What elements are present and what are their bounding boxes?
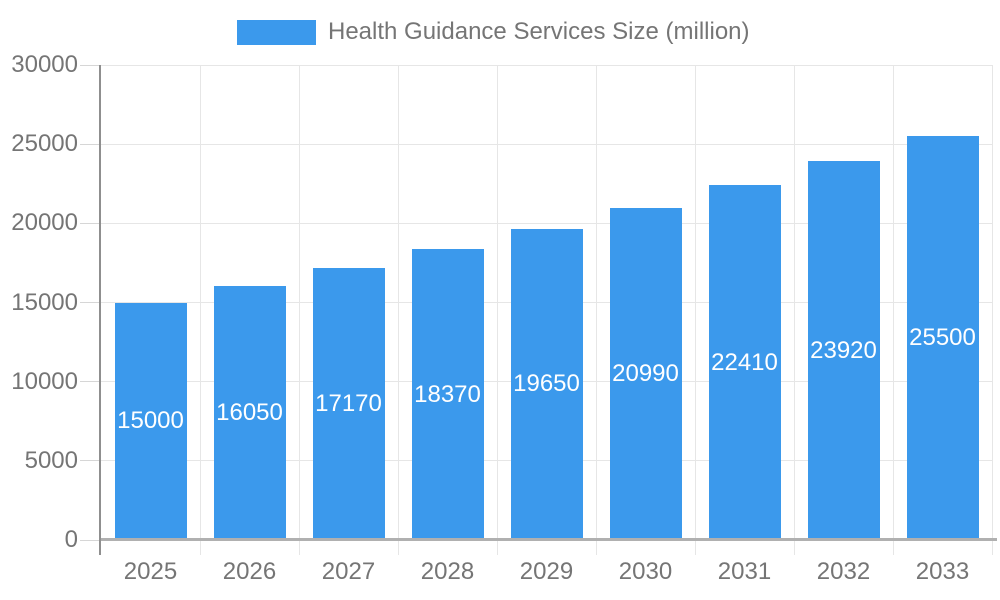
x-axis-tick-label: 2031 bbox=[717, 558, 772, 585]
gridline-vertical bbox=[991, 65, 993, 555]
bar[interactable]: 17170 bbox=[312, 268, 385, 540]
legend[interactable]: Health Guidance Services Size (million) bbox=[237, 18, 750, 46]
bar[interactable]: 22410 bbox=[708, 185, 781, 540]
y-axis-line bbox=[99, 65, 101, 555]
y-axis-tick-label: 10000 bbox=[11, 367, 78, 395]
gridline-vertical bbox=[595, 65, 597, 555]
x-axis-tick-label: 2029 bbox=[519, 558, 574, 585]
gridline-vertical bbox=[298, 65, 300, 555]
gridline-horizontal bbox=[101, 64, 992, 66]
bar-value-label: 16050 bbox=[216, 398, 283, 426]
x-axis-line bbox=[99, 538, 997, 541]
gridline-vertical bbox=[199, 65, 201, 555]
plot-area: 15000 16050 17170 18370 19650 20990 22410 23920… bbox=[80, 64, 997, 555]
bar[interactable]: 19650 bbox=[510, 228, 583, 540]
y-axis-tick-label: 20000 bbox=[11, 209, 78, 237]
y-axis: 0 5000 10000 15000 20000 25000 30000 bbox=[0, 0, 78, 600]
x-axis-tick-label: 2032 bbox=[816, 558, 871, 585]
bar-value-label: 22410 bbox=[711, 348, 778, 376]
bar-value-label: 18370 bbox=[414, 380, 481, 408]
x-axis-tick-label: 2030 bbox=[618, 558, 673, 585]
y-axis-tick-label: 30000 bbox=[11, 51, 78, 78]
x-axis-tick-label: 2033 bbox=[915, 558, 970, 585]
y-axis-tick bbox=[80, 460, 100, 462]
bar-value-label: 19650 bbox=[513, 370, 580, 398]
gridline-vertical bbox=[496, 65, 498, 555]
legend-label: Health Guidance Services Size (million) bbox=[328, 18, 750, 45]
y-axis-tick-label: 15000 bbox=[11, 288, 78, 316]
y-axis-tick-label: 25000 bbox=[11, 130, 78, 158]
y-axis-tick-label: 0 bbox=[64, 526, 78, 553]
x-axis-tick-label: 2025 bbox=[123, 558, 178, 585]
gridline-horizontal bbox=[101, 222, 992, 224]
x-axis-tick-label: 2028 bbox=[420, 558, 475, 585]
bar[interactable]: 20990 bbox=[609, 207, 682, 540]
bar-value-label: 15000 bbox=[117, 407, 184, 435]
x-axis-tick-label: 2027 bbox=[321, 558, 376, 585]
bar-value-label: 17170 bbox=[315, 390, 382, 418]
bar[interactable]: 25500 bbox=[906, 136, 979, 540]
x-axis: 2025 2026 2027 2028 2029 2030 2031 2032 2033 bbox=[101, 557, 992, 589]
gridline-horizontal bbox=[101, 143, 992, 145]
gridline-vertical bbox=[793, 65, 795, 555]
bar[interactable]: 23920 bbox=[807, 161, 880, 540]
y-axis-tick bbox=[80, 64, 100, 66]
y-axis-tick-label: 5000 bbox=[24, 446, 78, 474]
bar-value-label: 23920 bbox=[810, 336, 877, 364]
y-axis-tick bbox=[80, 539, 100, 541]
y-axis-tick bbox=[80, 143, 100, 145]
bar-value-label: 25500 bbox=[909, 324, 976, 352]
y-axis-tick bbox=[80, 222, 100, 224]
x-axis-tick-label: 2026 bbox=[222, 558, 277, 585]
bar-value-label: 20990 bbox=[612, 359, 679, 387]
bar[interactable]: 16050 bbox=[213, 285, 286, 540]
bar[interactable]: 15000 bbox=[114, 302, 187, 540]
gridline-vertical bbox=[694, 65, 696, 555]
y-axis-tick bbox=[80, 302, 100, 303]
bar[interactable]: 18370 bbox=[411, 249, 484, 540]
gridline-vertical bbox=[892, 65, 894, 555]
y-axis-tick bbox=[80, 381, 100, 383]
gridline-vertical bbox=[397, 65, 399, 555]
legend-swatch bbox=[237, 19, 316, 45]
